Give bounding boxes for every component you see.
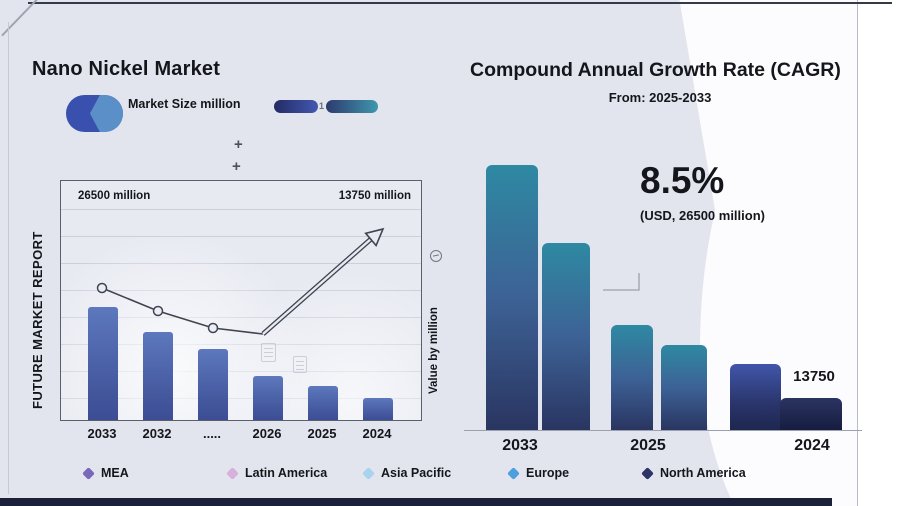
legend-diamond-icon xyxy=(641,466,654,480)
legend-label: Europe xyxy=(526,466,570,480)
x-axis-label: 2033 xyxy=(502,437,538,454)
corner-bracket-decoration xyxy=(603,273,640,291)
page-title: Nano Nickel Market xyxy=(32,58,221,80)
x-axis-label: 2025 xyxy=(630,437,666,454)
x-axis-label: 2025 xyxy=(307,426,337,441)
clipboard-watermark-icon xyxy=(293,356,307,373)
legend-item: MEA xyxy=(82,466,129,480)
legend-item: Latin America xyxy=(226,466,328,480)
cagr-chart: 2033 2025 2024 13750 xyxy=(464,165,862,454)
market-size-bar xyxy=(363,398,393,420)
market-size-label: Market Size million xyxy=(128,97,241,111)
legend-item: Europe xyxy=(507,466,570,480)
plus-icon: + xyxy=(232,158,241,175)
pill-icon-dark xyxy=(274,100,318,113)
bar-series xyxy=(61,181,421,420)
legend-label: Asia Pacific xyxy=(381,466,452,480)
market-size-bar xyxy=(88,306,118,420)
market-size-bar xyxy=(198,348,228,420)
market-size-chart: 26500 million 13750 million xyxy=(60,180,422,421)
legend-diamond-icon xyxy=(226,466,239,480)
x-axis-labels: 2033 2032..... 2026 2025 2024 xyxy=(60,426,422,441)
legend-label: MEA xyxy=(101,466,129,480)
market-size-bar xyxy=(253,375,283,420)
bottom-border-band xyxy=(0,498,832,506)
pill-separator: 1 xyxy=(319,101,325,111)
legend-item: Asia Pacific xyxy=(362,466,452,480)
value-axis-label: Value by million xyxy=(428,307,440,395)
cagr-bar xyxy=(661,344,707,430)
clipboard-watermark-icon xyxy=(261,343,276,362)
top-left-corner-line xyxy=(1,0,39,37)
x-axis-label: 2024 xyxy=(362,426,392,441)
capsule-icon xyxy=(66,95,123,132)
cagr-bar xyxy=(486,165,538,430)
chart-annotation-left: 26500 million xyxy=(78,190,151,202)
cagr-bar xyxy=(780,397,842,430)
cagr-value: 8.5% xyxy=(640,160,725,201)
legend-label: North America xyxy=(660,466,746,480)
cagr-bar xyxy=(611,325,653,430)
legend-label: Latin America xyxy=(245,466,328,480)
right-margin-strip xyxy=(857,0,900,506)
pill-icon-teal xyxy=(326,100,378,113)
market-size-bar xyxy=(143,332,173,420)
legend-diamond-icon xyxy=(507,466,520,480)
legend-item: North America xyxy=(641,466,746,480)
top-border-line xyxy=(28,2,892,4)
cagr-bar xyxy=(730,364,781,430)
x-axis-label: 2033 xyxy=(87,426,117,441)
legend-diamond-icon xyxy=(362,466,375,480)
x-axis-label: ..... xyxy=(202,426,222,441)
cagr-subtitle: From: 2025-2033 xyxy=(608,90,712,105)
cagr-title: Compound Annual Growth Rate (CAGR) xyxy=(470,59,841,81)
chart-annotation-right: 13750 million xyxy=(338,190,411,202)
market-size-bar xyxy=(308,386,338,420)
left-border-line xyxy=(8,22,9,494)
x-axis-label: 2032 xyxy=(142,426,172,441)
x-axis-label: 2026 xyxy=(252,426,282,441)
legend-diamond-icon xyxy=(82,466,95,480)
x-axis-label: 2024 xyxy=(794,437,830,454)
brand-vertical-label: FUTURE MARKET REPORT xyxy=(30,231,45,409)
cagr-bar xyxy=(542,242,590,430)
bar-value-annotation: 13750 xyxy=(793,368,835,385)
x-axis-line xyxy=(464,429,862,431)
cagr-note: (USD, 26500 million) xyxy=(640,208,765,223)
plus-icon: + xyxy=(234,136,243,153)
minus-circle-icon xyxy=(430,250,442,262)
